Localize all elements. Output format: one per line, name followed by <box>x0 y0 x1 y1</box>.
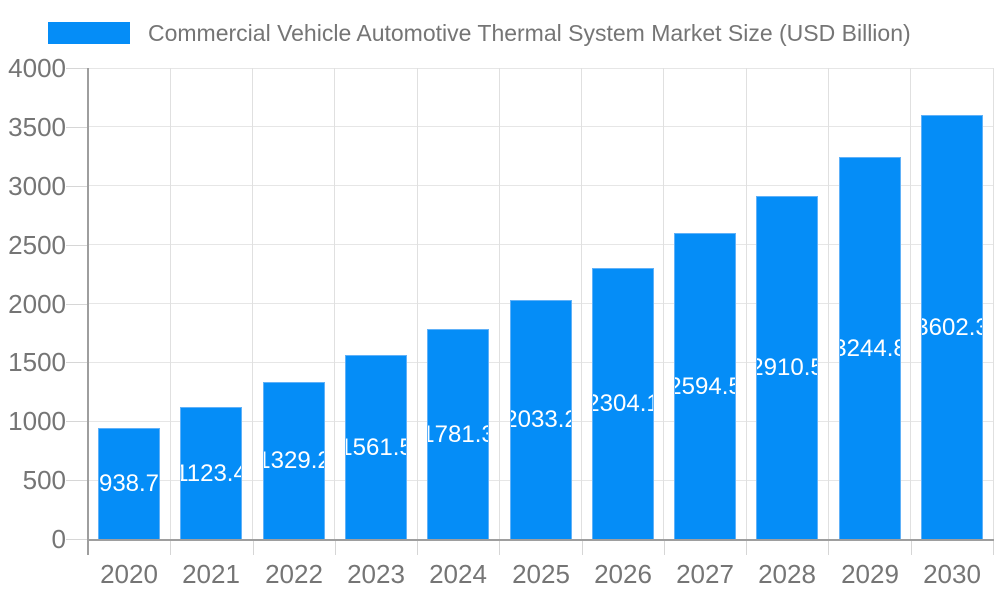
y-tick-label: 1000 <box>8 406 66 437</box>
x-gridline <box>745 68 747 539</box>
x-tick-label: 2021 <box>182 559 240 589</box>
y-tick-label: 1500 <box>8 347 66 378</box>
bar-2030[interactable]: 3602.3 <box>921 115 983 539</box>
bar-2023[interactable]: 1561.5 <box>345 355 407 539</box>
x-tick-mark <box>828 541 830 555</box>
bar-2026[interactable]: 2304.1 <box>592 268 654 539</box>
y-gridline <box>88 244 993 246</box>
x-gridline <box>169 68 171 539</box>
y-tick-label: 3000 <box>8 170 66 201</box>
y-tick-label: 4000 <box>8 53 66 83</box>
bar-2020[interactable]: 938.7 <box>98 428 160 539</box>
bar-value-label: 2910.5 <box>757 354 817 381</box>
y-gridline <box>88 67 993 69</box>
x-gridline <box>992 68 994 539</box>
x-tick-mark <box>581 541 583 555</box>
x-tick-label: 2024 <box>429 559 487 589</box>
y-gridline <box>88 185 993 187</box>
x-tick-label: 2028 <box>758 559 816 589</box>
x-tick-label: 2027 <box>676 559 734 589</box>
bar-value-label: 2594.5 <box>675 372 735 400</box>
bar-value-label: 3244.8 <box>840 334 900 362</box>
bar-value-label: 2304.1 <box>593 390 653 417</box>
x-gridline <box>581 68 583 539</box>
x-tick-mark <box>910 541 912 555</box>
x-tick-label: 2020 <box>100 559 158 589</box>
x-tick-mark <box>663 541 665 555</box>
x-tick-mark <box>746 541 748 555</box>
y-tick-label: 3500 <box>8 111 66 142</box>
x-tick-mark <box>170 541 172 555</box>
y-tick-label: 500 <box>22 465 66 496</box>
bar-value-label: 1123.4 <box>181 459 241 487</box>
y-tick-mark <box>66 185 87 187</box>
y-tick-mark <box>66 539 87 540</box>
x-tick-mark <box>499 541 501 555</box>
y-tick-mark <box>66 244 87 246</box>
y-tick-label: 2500 <box>8 229 66 260</box>
x-gridline <box>498 68 500 539</box>
x-tick-label: 2025 <box>512 559 570 589</box>
y-tick-mark <box>66 362 87 364</box>
y-tick-mark <box>66 68 87 69</box>
y-tick-mark <box>66 303 87 305</box>
x-axis-line <box>87 539 994 541</box>
bar-value-label: 1561.5 <box>346 433 406 461</box>
y-gridline <box>88 126 993 128</box>
x-tick-mark <box>417 541 419 555</box>
x-gridline <box>416 68 418 539</box>
bar-2024[interactable]: 1781.3 <box>427 329 489 539</box>
bar-2029[interactable]: 3244.8 <box>839 157 901 539</box>
bar-value-label: 938.7 <box>98 470 160 497</box>
bar-2027[interactable]: 2594.5 <box>674 233 736 539</box>
y-tick-label: 0 <box>51 524 66 554</box>
y-axis-line <box>87 68 89 555</box>
bar-value-label: 1781.3 <box>428 420 488 448</box>
x-gridline <box>663 68 665 539</box>
x-tick-mark <box>252 541 254 555</box>
x-tick-label: 2026 <box>594 559 652 589</box>
y-tick-mark <box>66 480 87 482</box>
x-gridline <box>910 68 912 539</box>
x-gridline <box>827 68 829 539</box>
x-gridline <box>252 68 254 539</box>
x-tick-label: 2030 <box>923 559 981 589</box>
y-tick-label: 2000 <box>8 288 66 319</box>
x-gridline <box>334 68 336 539</box>
y-tick-mark <box>66 126 87 128</box>
y-tick-mark <box>66 421 87 423</box>
bar-2025[interactable]: 2033.2 <box>510 300 572 539</box>
legend-series-label: Commercial Vehicle Automotive Thermal Sy… <box>148 20 911 46</box>
bar-2021[interactable]: 1123.4 <box>180 407 242 539</box>
bar-2028[interactable]: 2910.5 <box>756 196 818 539</box>
bar-value-label: 3602.3 <box>922 313 982 341</box>
bar-value-label: 2033.2 <box>511 406 571 433</box>
x-tick-label: 2023 <box>347 559 405 589</box>
x-tick-label: 2029 <box>841 559 899 589</box>
legend-swatch[interactable] <box>48 22 130 44</box>
x-tick-label: 2022 <box>265 559 323 589</box>
x-tick-mark <box>88 541 89 555</box>
x-tick-mark <box>993 541 994 555</box>
x-tick-mark <box>334 541 336 555</box>
